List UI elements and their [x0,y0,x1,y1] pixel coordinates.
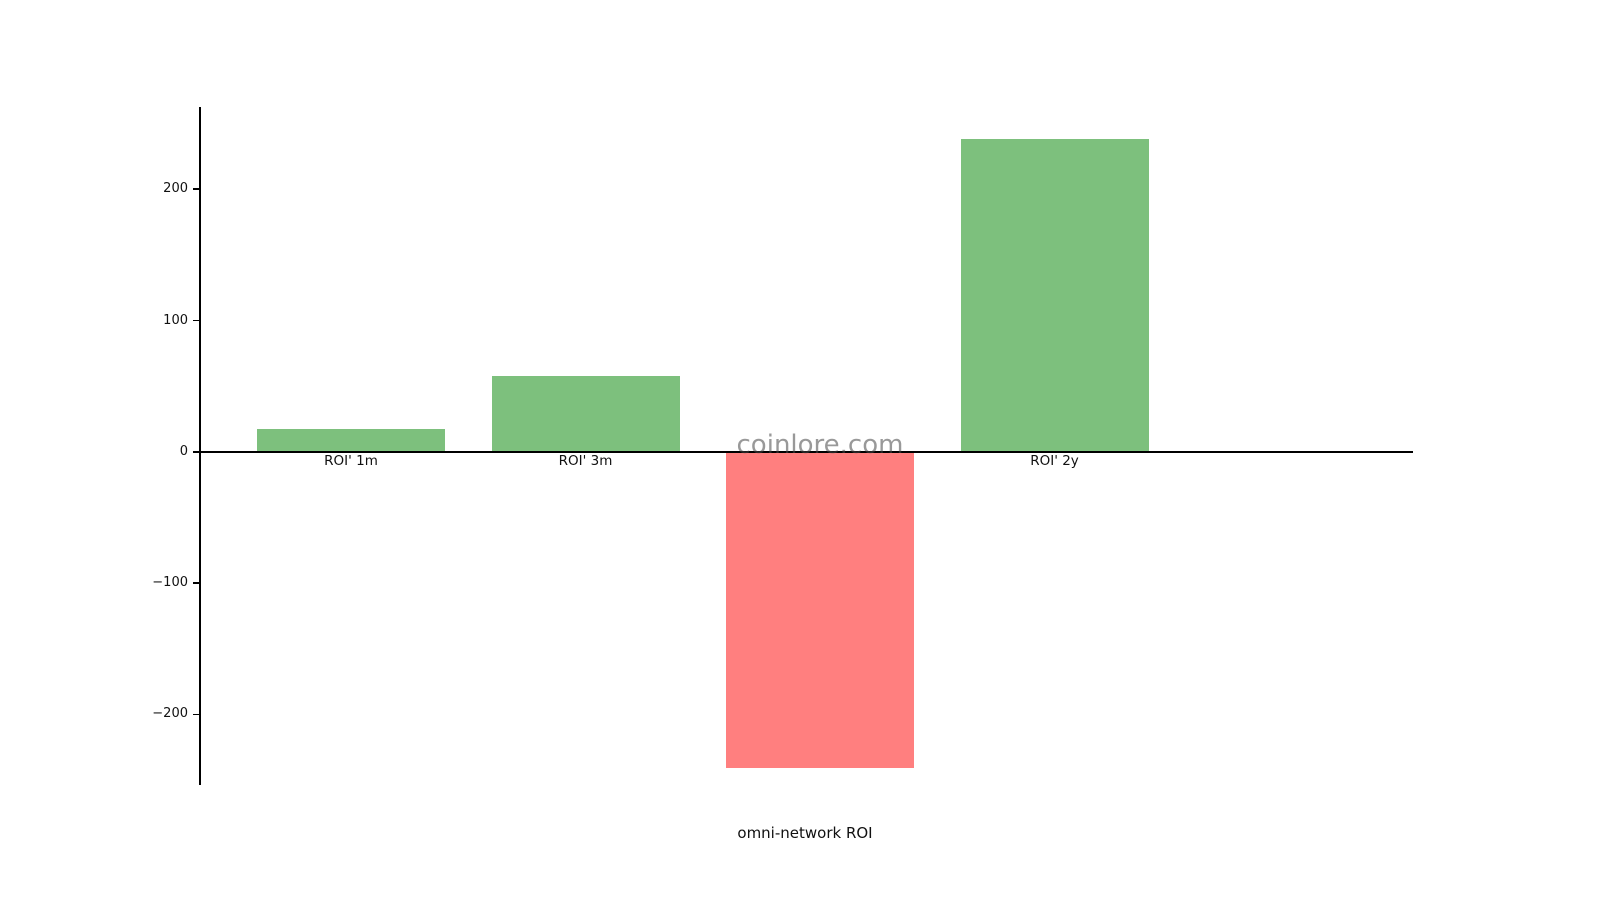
x-tick-label: ROI' 3m [558,453,613,469]
x-tick-label: ROI' 2y [1030,453,1079,469]
bar-unlabeled [726,451,914,769]
y-tick-mark [193,188,200,190]
y-tick-mark [193,713,200,716]
y-tick-label: −200 [152,706,188,722]
chart-title: omni-network ROI [737,824,873,842]
x-axis-zero-line [199,451,1413,453]
y-tick-mark [193,319,200,322]
y-axis-line [199,107,201,785]
y-tick-label: −100 [152,575,188,591]
bar-roi-3m [491,375,680,452]
y-tick-mark [193,451,200,453]
y-tick-label: 100 [163,312,188,328]
y-tick-mark [193,582,200,584]
bar-roi-2y [960,139,1149,452]
x-tick-label: ROI' 1m [324,453,378,469]
y-tick-label: 200 [163,181,188,197]
watermark-text: coinlore.com [736,430,904,460]
bar-roi-1m [257,429,445,452]
y-tick-label: 0 [179,443,188,459]
